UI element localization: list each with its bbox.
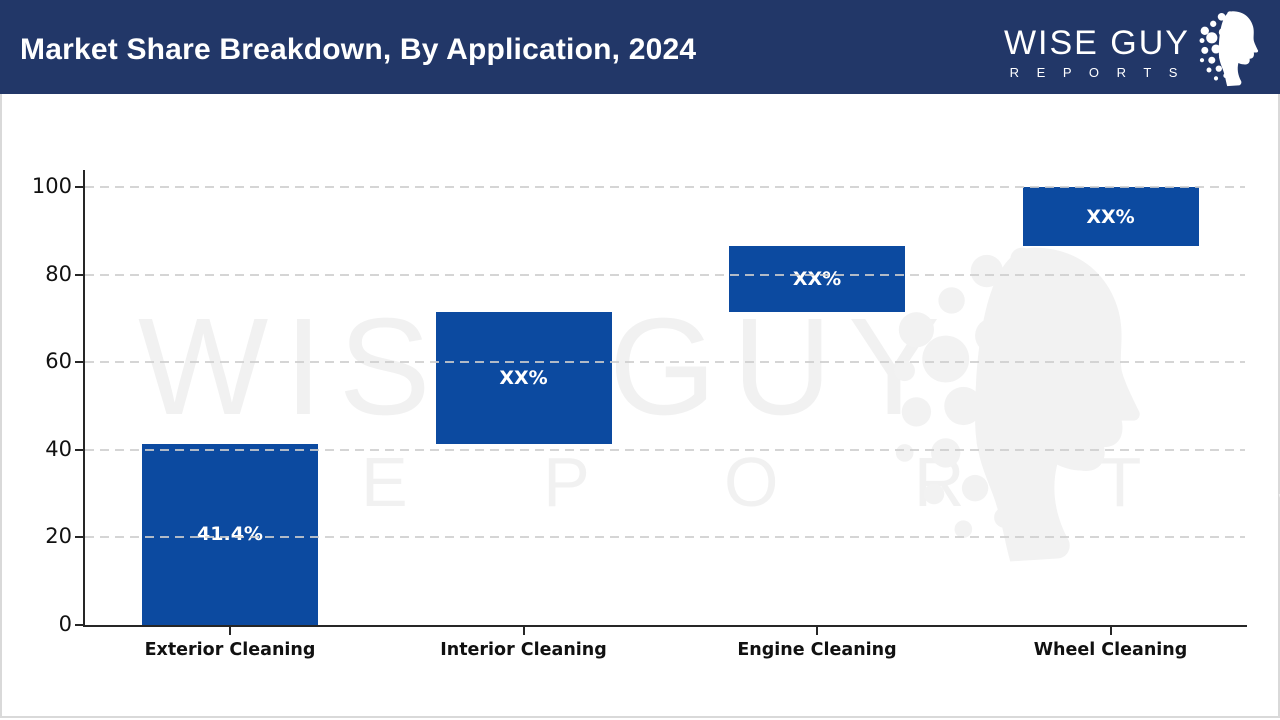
y-tick-60: [75, 361, 83, 364]
x-category-label: Engine Cleaning: [737, 640, 897, 660]
y-tick-label: 20: [45, 524, 72, 549]
y-axis-line: [83, 170, 85, 627]
gridline-80: [85, 273, 1245, 276]
x-tick-3: [816, 627, 818, 635]
y-tick-label: 60: [45, 349, 72, 374]
logo-head-icon: [1199, 11, 1259, 87]
body-border-right: [1278, 94, 1280, 718]
header-bar: Market Share Breakdown, By Application, …: [0, 0, 1280, 94]
x-axis-line: [83, 625, 1247, 627]
y-tick-label: 0: [58, 612, 72, 636]
bar-engine-cleaning: XX%: [729, 246, 905, 312]
gridline-60: [85, 361, 1245, 364]
watermark-head-icon: [894, 247, 1140, 562]
x-category-label: Wheel Cleaning: [1033, 640, 1188, 660]
gridline-40: [85, 448, 1245, 451]
x-tick-2: [522, 627, 525, 635]
y-tick-80: [75, 273, 83, 276]
y-tick-label: 80: [45, 261, 72, 286]
x-category-label: Interior Cleaning: [440, 640, 607, 660]
bar-value-label: 41.4%: [197, 523, 263, 546]
body-border-bottom: [0, 716, 1280, 718]
bar-value-label: XX%: [792, 267, 842, 290]
x-tick-4: [1109, 627, 1112, 635]
logo-text: WISE GUY R E P O R T S: [1004, 24, 1190, 80]
body-border-left: [0, 94, 2, 718]
gridline-20: [85, 536, 1245, 539]
logo-wiseguy-text: WISE GUY: [1003, 24, 1190, 62]
bar-wheel-cleaning: XX%: [1022, 187, 1199, 247]
gridline-100: [85, 186, 1245, 188]
page-title: Market Share Breakdown, By Application, …: [20, 33, 697, 66]
wise-guy-logo: WISE GUY R E P O R T S: [1004, 6, 1266, 92]
logo-reports-text: R E P O R T S: [1009, 65, 1185, 80]
watermark-reports-text: R E P O R T S: [175, 443, 1280, 521]
y-tick-20: [75, 536, 83, 539]
bar-value-label: XX%: [1086, 205, 1135, 228]
y-tick-label: 40: [45, 436, 72, 461]
x-category-label: Exterior Cleaning: [144, 640, 316, 660]
bar-value-label: XX%: [499, 366, 548, 389]
y-tick-40: [75, 448, 83, 451]
y-tick-label: 100: [31, 174, 72, 198]
y-tick-0: [75, 624, 83, 626]
y-tick-100: [75, 186, 83, 188]
x-tick-1: [229, 627, 231, 635]
bar-interior-cleaning: XX%: [435, 311, 612, 444]
bar-exterior-cleaning: 41.4%: [142, 443, 318, 625]
